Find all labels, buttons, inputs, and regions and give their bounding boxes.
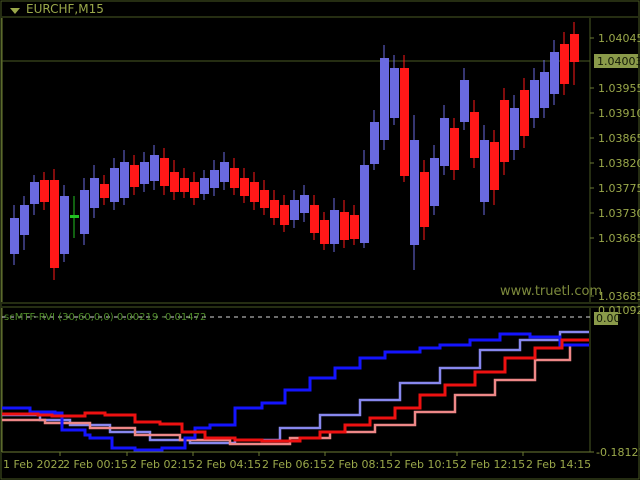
time-label: 2 Feb 00:15 xyxy=(63,458,128,471)
price-label: 1.03685 xyxy=(598,290,640,303)
indicator-slow-red-line xyxy=(2,343,589,446)
price-label: 1.03775 xyxy=(598,182,640,195)
price-label: 1.03865 xyxy=(598,132,640,145)
price-label: 1.03910 xyxy=(598,107,640,120)
price-label: 1.03685 xyxy=(598,232,640,245)
indicator-slow-blue-line xyxy=(2,330,589,445)
symbol-title[interactable]: EURCHF,M15 xyxy=(26,2,104,16)
indicator-zero-box xyxy=(594,312,618,325)
time-label: 2 Feb 12:15 xyxy=(460,458,525,471)
current-price-badge[interactable]: 1.04003 xyxy=(594,54,640,68)
price-label: 1.03820 xyxy=(598,157,640,170)
indicator-zero-label: 0.00 xyxy=(596,312,621,325)
time-label: 2 Feb 02:15 xyxy=(130,458,195,471)
time-label: 2 Feb 04:15 xyxy=(196,458,261,471)
price-label: 1.04045 xyxy=(598,32,640,45)
time-label: 2 Feb 08:15 xyxy=(328,458,393,471)
time-axis-ticks xyxy=(59,452,524,456)
current-price-box xyxy=(594,54,638,68)
price-label: 1.03955 xyxy=(598,82,640,95)
time-label: 2 Feb 14:15 xyxy=(526,458,591,471)
watermark: www.truetl.com xyxy=(500,284,602,299)
price-axis-labels: 1.04045 1.03955 1.03910 1.03865 1.03820 … xyxy=(590,32,640,303)
indicator-label[interactable]: scMTF-RVI (30,60,0,0) 0.00219 -0.01472 xyxy=(4,312,206,323)
time-label: 2 Feb 10:15 xyxy=(394,458,459,471)
price-label: 1.03730 xyxy=(598,207,640,220)
candlestick-series xyxy=(10,22,579,280)
time-label: 1 Feb 2022 xyxy=(3,458,64,471)
indicator-fast-red-line xyxy=(2,338,589,443)
triangle-down-icon[interactable] xyxy=(10,8,20,14)
current-price-label: 1.04003 xyxy=(597,55,640,68)
indicator-fast-blue-line xyxy=(2,332,589,452)
time-label: 2 Feb 06:15 xyxy=(262,458,327,471)
time-axis-labels: 1 Feb 2022 2 Feb 00:15 2 Feb 02:15 2 Feb… xyxy=(3,458,591,471)
